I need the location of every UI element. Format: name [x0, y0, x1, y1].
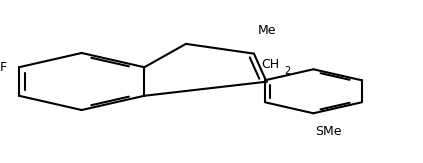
Text: SMe: SMe	[316, 125, 342, 138]
Text: CH: CH	[261, 58, 280, 71]
Text: 2: 2	[284, 66, 291, 76]
Text: F: F	[0, 61, 7, 74]
Text: Me: Me	[258, 24, 277, 37]
